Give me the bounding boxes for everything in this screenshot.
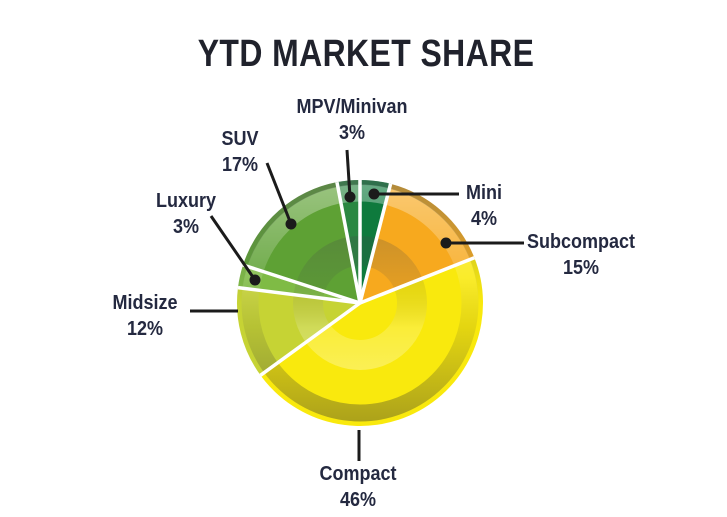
slice-separator xyxy=(237,285,361,305)
slice-separator xyxy=(358,183,393,304)
label-suv-name: SUV xyxy=(221,128,259,150)
leader-dot-suv xyxy=(285,218,297,230)
leader-line-luxury xyxy=(209,215,257,281)
leader-dot-mini xyxy=(368,188,380,200)
chart-title: YTD MARKET SHARE xyxy=(197,33,535,75)
label-mini-pct: 4% xyxy=(470,208,498,230)
label-luxury-name: Luxury xyxy=(155,190,217,212)
label-suv: SUV 17% xyxy=(221,126,258,178)
leader-line-mpv-minivan xyxy=(345,149,352,198)
label-mpv-minivan-name: MPV/Minivan xyxy=(296,96,408,118)
slice-separator xyxy=(242,263,361,305)
label-suv-pct: 17% xyxy=(221,154,259,176)
slice-separators xyxy=(237,180,476,377)
leader-line-suv xyxy=(265,162,293,225)
slice-separator xyxy=(259,301,362,377)
slice-separator xyxy=(335,181,362,304)
label-compact-pct: 46% xyxy=(339,489,377,511)
leader-dot-subcompact xyxy=(440,237,452,249)
label-subcompact-name: Subcompact xyxy=(526,231,636,253)
label-luxury-pct: 3% xyxy=(172,216,200,238)
slice-separator xyxy=(359,256,476,305)
label-midsize: Midsize 12% xyxy=(112,290,177,342)
label-subcompact-pct: 15% xyxy=(562,257,600,279)
leader-dot-luxury xyxy=(249,274,261,286)
label-luxury: Luxury 3% xyxy=(156,188,216,240)
label-mpv-minivan-pct: 3% xyxy=(338,122,366,144)
leader-lines xyxy=(190,149,524,461)
label-mpv-minivan: MPV/Minivan 3% xyxy=(296,94,407,146)
leader-dot-mpv-minivan xyxy=(344,191,356,203)
label-compact-name: Compact xyxy=(319,463,397,485)
label-midsize-pct: 12% xyxy=(126,318,164,340)
label-mini: Mini 4% xyxy=(466,180,502,232)
label-compact: Compact 46% xyxy=(319,461,396,513)
label-mini-name: Mini xyxy=(466,182,502,204)
label-midsize-name: Midsize xyxy=(112,292,178,314)
label-subcompact: Subcompact 15% xyxy=(527,229,635,281)
